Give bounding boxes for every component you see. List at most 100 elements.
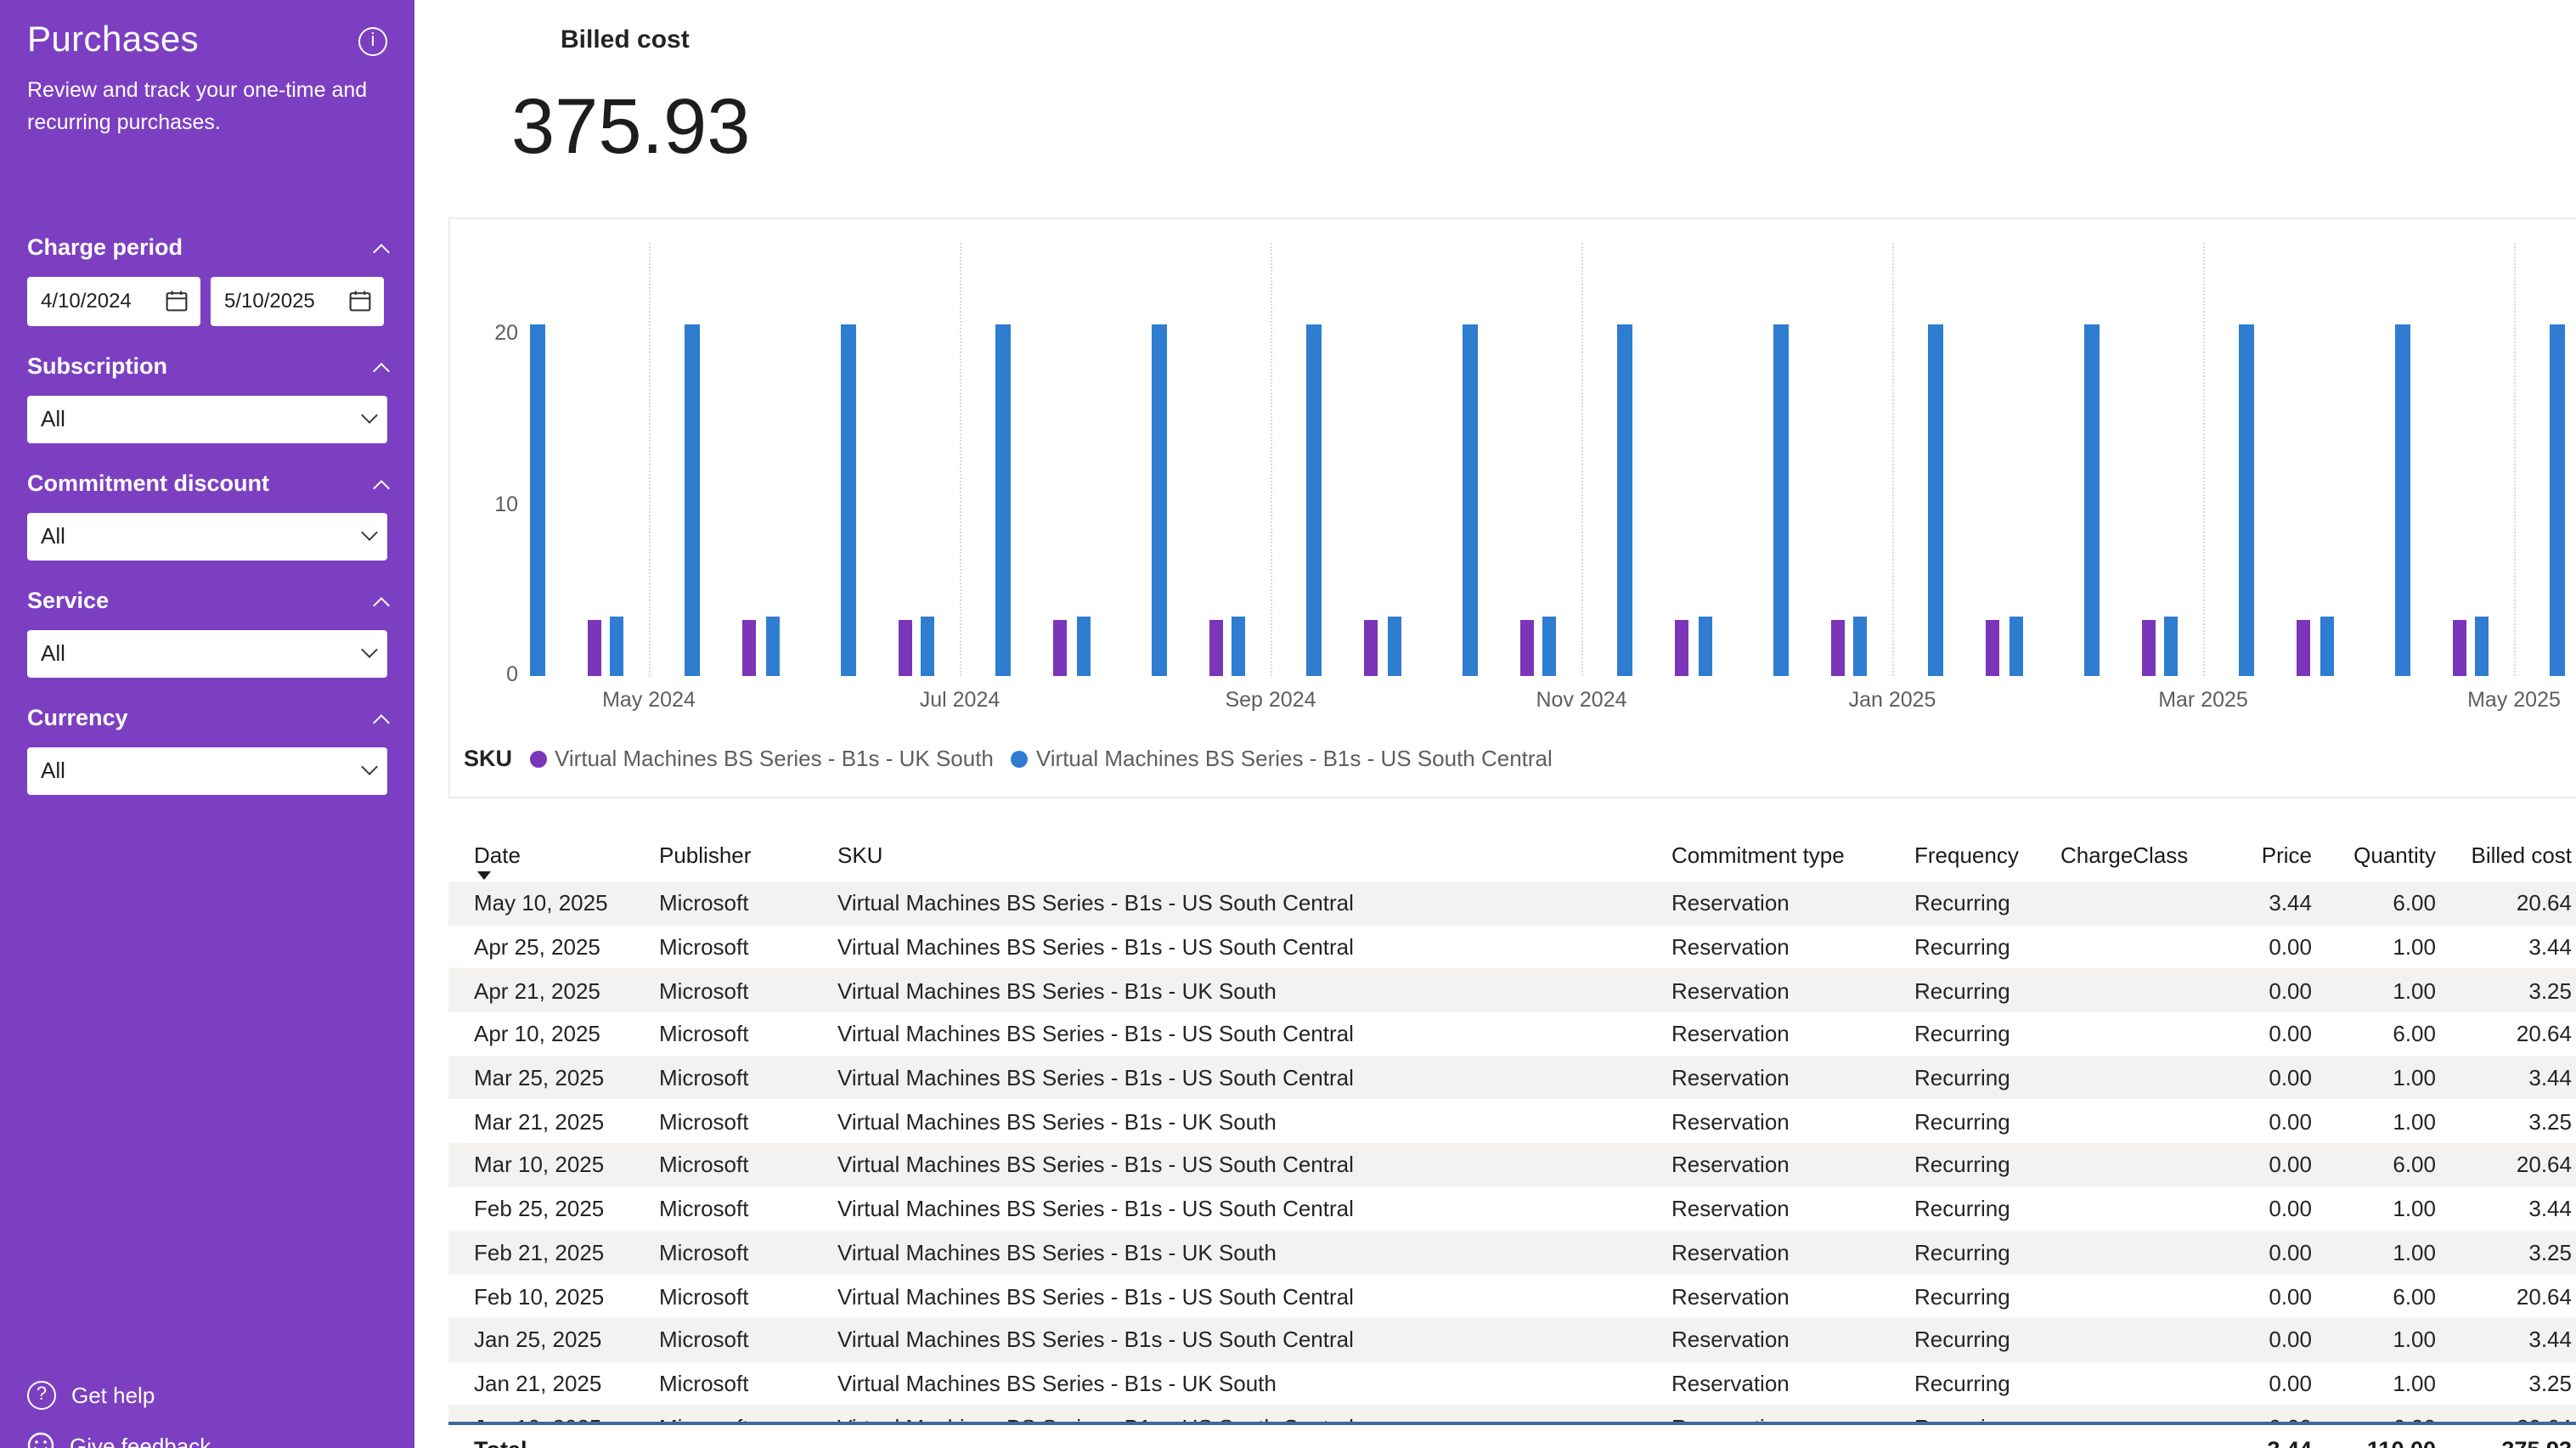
bar-us-south-central[interactable] xyxy=(2320,617,2333,676)
filter-section-commitment-discount: Commitment discount All xyxy=(27,469,390,561)
column-header-frequency[interactable]: Frequency xyxy=(1908,827,2054,882)
bar-uk-south[interactable] xyxy=(1053,620,1067,676)
bar-us-south-central[interactable] xyxy=(2164,617,2178,676)
bar-us-south-central[interactable] xyxy=(2083,324,2099,676)
table-row[interactable]: Feb 21, 2025 Microsoft Virtual Machines BS… xyxy=(448,1231,2576,1275)
chevron-down-icon xyxy=(361,758,378,776)
legend-item-virtual-machines-bs-series-b1s-us-south-central[interactable]: Virtual Machines BS Series - B1s - US So… xyxy=(1010,746,1553,771)
get-help-button[interactable]: ? Get help xyxy=(27,1369,211,1420)
filter-section-charge-period: Charge period 4/10/2024 5/10/2025 xyxy=(27,233,390,326)
filter-section-header: Charge period xyxy=(27,233,390,263)
table-row[interactable]: Apr 21, 2025 Microsoft Virtual Machines BS… xyxy=(448,968,2576,1013)
bar-us-south-central[interactable] xyxy=(2475,617,2489,676)
column-header-publisher[interactable]: Publisher xyxy=(652,827,831,882)
chevron-up-icon[interactable] xyxy=(373,596,390,614)
bar-uk-south[interactable] xyxy=(742,620,756,676)
chevron-up-icon[interactable] xyxy=(373,362,390,380)
get-help-label: Get help xyxy=(71,1382,155,1407)
bar-uk-south[interactable] xyxy=(1830,620,1844,676)
bar-uk-south[interactable] xyxy=(898,620,911,676)
bar-us-south-central[interactable] xyxy=(1151,324,1166,676)
chevron-up-icon[interactable] xyxy=(373,479,390,497)
bar-us-south-central[interactable] xyxy=(840,324,855,676)
bar-us-south-central[interactable] xyxy=(2009,617,2022,676)
total-quantity: 110.00 xyxy=(2325,1436,2449,1448)
table-row[interactable]: Jan 25, 2025 Microsoft Virtual Machines BS… xyxy=(448,1317,2576,1362)
service-dropdown[interactable]: All xyxy=(27,629,387,678)
chevron-up-icon[interactable] xyxy=(373,713,390,731)
charge-period-end-input[interactable]: 5/10/2025 xyxy=(211,276,384,326)
bar-us-south-central[interactable] xyxy=(1698,617,1711,676)
column-header-chargeclass[interactable]: ChargeClass xyxy=(2054,827,2217,882)
cell-commitment-type: Reservation xyxy=(1671,1065,1790,1091)
bar-us-south-central[interactable] xyxy=(921,617,934,676)
cell-sku: Virtual Machines BS Series - B1s - UK So… xyxy=(837,1370,1277,1396)
dropdown-value: All xyxy=(41,523,65,549)
bar-us-south-central[interactable] xyxy=(1387,617,1401,676)
bar-us-south-central[interactable] xyxy=(1928,324,1943,676)
table-row[interactable]: Jan 21, 2025 Microsoft Virtual Machines BS… xyxy=(448,1361,2576,1405)
sidebar-footer: ? Get help Give feedback xyxy=(27,1369,211,1448)
table-row[interactable]: Mar 25, 2025 Microsoft Virtual Machines BS… xyxy=(448,1056,2576,1100)
bar-us-south-central[interactable] xyxy=(1617,324,1632,676)
bar-us-south-central[interactable] xyxy=(529,324,544,676)
column-header-sku[interactable]: SKU xyxy=(831,827,1665,882)
bar-us-south-central[interactable] xyxy=(1232,617,1245,676)
bar-us-south-central[interactable] xyxy=(1542,617,1556,676)
bar-uk-south[interactable] xyxy=(2141,620,2155,676)
bar-us-south-central[interactable] xyxy=(1306,324,1322,676)
bar-us-south-central[interactable] xyxy=(2550,324,2565,676)
subscription-dropdown[interactable]: All xyxy=(27,395,387,443)
give-feedback-button[interactable]: Give feedback xyxy=(27,1420,211,1448)
table-row[interactable]: Apr 10, 2025 Microsoft Virtual Machines BS… xyxy=(448,1012,2576,1056)
bar-us-south-central[interactable] xyxy=(1462,324,1477,676)
table-row[interactable]: Feb 25, 2025 Microsoft Virtual Machines BS… xyxy=(448,1187,2576,1231)
calendar-icon[interactable] xyxy=(165,290,189,313)
bar-us-south-central[interactable] xyxy=(765,617,779,676)
bar-uk-south[interactable] xyxy=(1364,620,1378,676)
currency-dropdown[interactable]: All xyxy=(27,747,387,795)
bar-us-south-central[interactable] xyxy=(685,324,700,676)
column-header-price[interactable]: Price xyxy=(2217,827,2325,882)
bar-us-south-central[interactable] xyxy=(2394,324,2410,676)
cell-publisher: Microsoft xyxy=(659,1108,749,1135)
column-header-billed-cost[interactable]: Billed cost xyxy=(2449,827,2576,882)
bar-us-south-central[interactable] xyxy=(610,617,623,676)
bar-uk-south[interactable] xyxy=(2297,620,2310,676)
bar-uk-south[interactable] xyxy=(1519,620,1533,676)
table-row[interactable]: Apr 25, 2025 Microsoft Virtual Machines BS… xyxy=(448,925,2576,968)
table-row[interactable]: May 10, 2025 Microsoft Virtual Machines BS… xyxy=(448,882,2576,926)
column-header-quantity[interactable]: Quantity xyxy=(2325,827,2449,882)
column-header-date[interactable]: Date xyxy=(448,827,652,882)
table-row[interactable]: Feb 10, 2025 Microsoft Virtual Machines BS… xyxy=(448,1274,2576,1317)
filter-label: Subscription xyxy=(27,353,168,380)
bar-uk-south[interactable] xyxy=(587,620,600,676)
info-icon[interactable]: i xyxy=(358,27,387,56)
bar-us-south-central[interactable] xyxy=(995,324,1011,676)
charge-period-start-input[interactable]: 4/10/2024 xyxy=(27,276,200,326)
table-row[interactable]: Mar 10, 2025 Microsoft Virtual Machines BS… xyxy=(448,1143,2576,1187)
commitment-discount-dropdown[interactable]: All xyxy=(27,512,387,561)
legend-label: Virtual Machines BS Series - B1s - UK So… xyxy=(555,746,994,771)
table-row[interactable]: Mar 21, 2025 Microsoft Virtual Machines BS… xyxy=(448,1100,2576,1143)
filter-label: Charge period xyxy=(27,234,183,261)
cell-commitment-type: Reservation xyxy=(1671,1239,1790,1265)
billed-cost-value: 375.93 xyxy=(511,82,751,170)
column-header-commitment-type[interactable]: Commitment type xyxy=(1665,827,1908,882)
cell-frequency: Recurring xyxy=(1914,934,2010,961)
legend-item-virtual-machines-bs-series-b1s-uk-south[interactable]: Virtual Machines BS Series - B1s - UK So… xyxy=(529,746,994,771)
bar-us-south-central[interactable] xyxy=(2239,324,2254,676)
cell-quantity: 1.00 xyxy=(2393,978,2436,1004)
bar-uk-south[interactable] xyxy=(2452,620,2466,676)
calendar-icon[interactable] xyxy=(348,290,372,313)
bar-us-south-central[interactable] xyxy=(1076,617,1090,676)
bar-us-south-central[interactable] xyxy=(1853,617,1867,676)
bar-us-south-central[interactable] xyxy=(1773,324,1788,676)
chevron-up-icon[interactable] xyxy=(373,243,390,261)
bar-uk-south[interactable] xyxy=(1986,620,1999,676)
date-value: 5/10/2025 xyxy=(224,289,315,313)
bar-uk-south[interactable] xyxy=(1209,620,1222,676)
bar-uk-south[interactable] xyxy=(1675,620,1688,676)
x-axis-label: Mar 2025 xyxy=(2158,688,2248,712)
